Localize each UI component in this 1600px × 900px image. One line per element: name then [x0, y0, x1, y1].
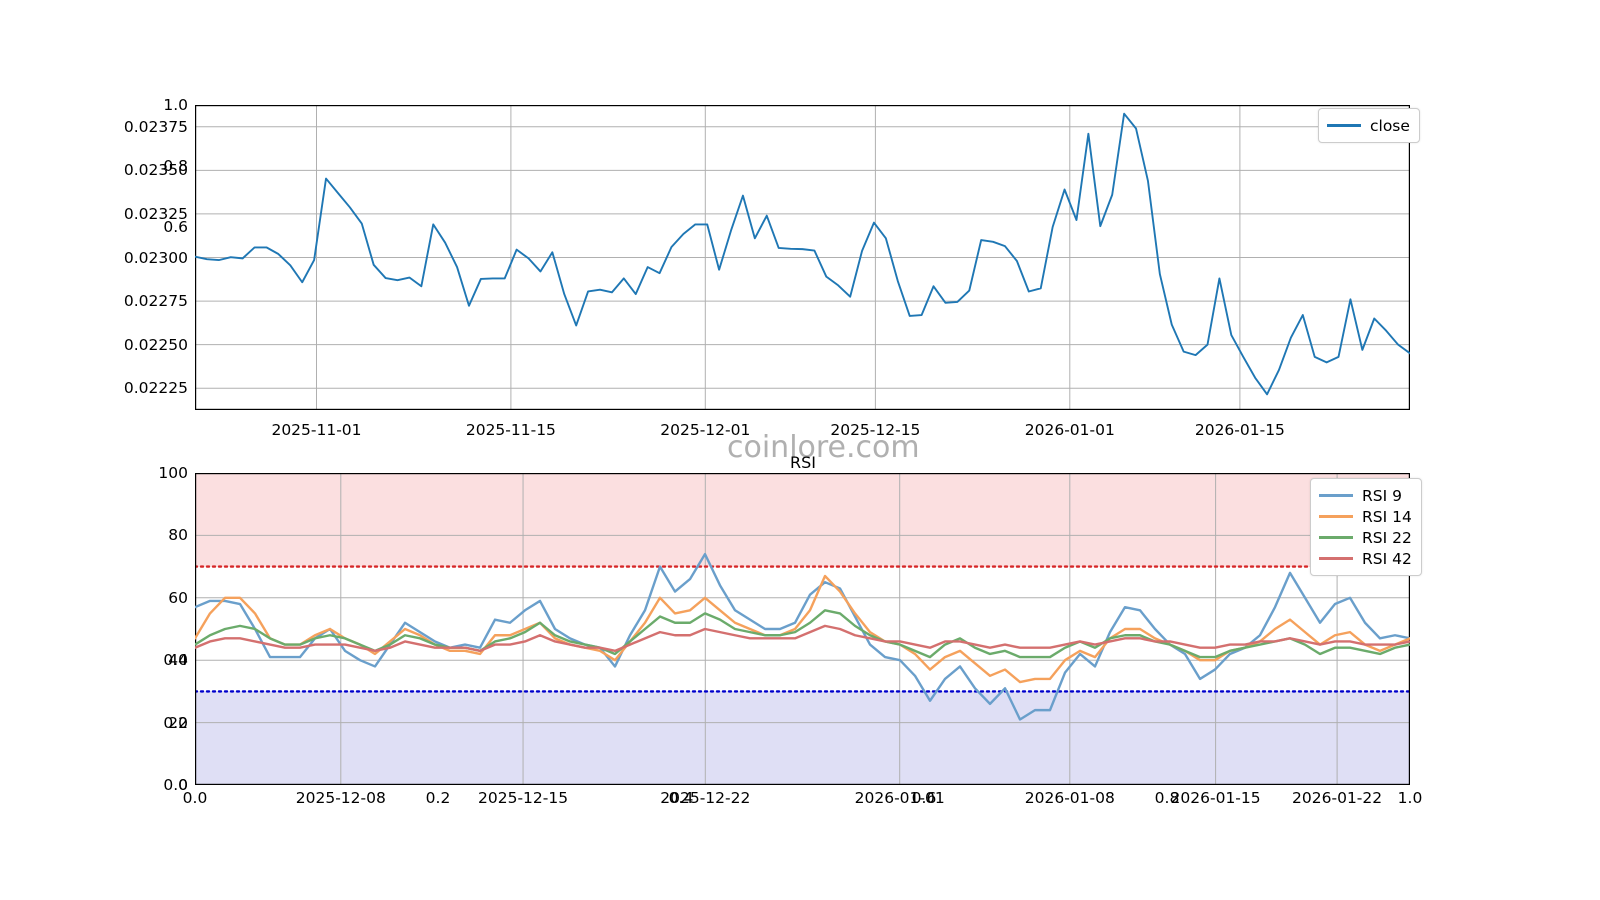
price-overlay-y-tick-1.0: 1.0	[163, 96, 188, 114]
legend-swatch-icon	[1319, 536, 1353, 539]
rsi-x-tick-2026-01-01: 2026-01-01	[854, 789, 945, 807]
price-overlay-y-tick-0.8: 0.8	[163, 157, 188, 175]
price-x-tick-2026-01-01: 2026-01-01	[1024, 421, 1115, 439]
price-y-tick-0.02275: 0.02275	[123, 292, 188, 311]
price-x-tick-2025-11-15: 2025-11-15	[465, 421, 556, 439]
rsi-y-tick-60: 60	[168, 588, 188, 607]
price-y-tick-0.02250: 0.02250	[123, 335, 188, 354]
rsi-y-tick-80: 80	[168, 526, 188, 545]
rsi-overlay-y-tick-0.0: 0.0	[163, 776, 188, 794]
price-chart-panel	[195, 105, 1410, 410]
legend-item-rsi-9[interactable]: RSI 9	[1319, 485, 1412, 506]
rsi-y-tick-20: 20	[168, 713, 188, 732]
rsi-overlay-y-tick-0.2: 0.2	[163, 713, 188, 732]
price-chart-legend: close	[1318, 108, 1420, 143]
rsi-chart-svg	[195, 473, 1410, 785]
rsi-y-tick-100: 100	[158, 464, 188, 482]
rsi-overlay-x-tick-0.8: 0.8	[1154, 789, 1180, 807]
rsi-y-tick-40: 40	[168, 651, 188, 670]
price-y-tick-0.02375: 0.02375	[123, 117, 188, 136]
rsi-overlay-x-tick-0.6: 0.6	[911, 789, 937, 807]
price-y-tick-0.02325: 0.02325	[123, 204, 188, 223]
legend-label: RSI 42	[1362, 549, 1412, 568]
legend-item-rsi-14[interactable]: RSI 14	[1319, 506, 1412, 527]
legend-swatch-icon	[1319, 557, 1353, 560]
rsi-overlay-y-tick-0.4: 0.4	[163, 651, 188, 670]
rsi-overlay-x-tick-0.0: 0.0	[182, 789, 208, 807]
watermark: coinlore.com	[727, 430, 920, 465]
legend-swatch-icon	[1319, 515, 1353, 518]
legend-item-rsi-22[interactable]: RSI 22	[1319, 527, 1412, 548]
rsi-x-tick-2025-12-08: 2025-12-08	[295, 789, 386, 807]
legend-item-close[interactable]: close	[1327, 115, 1410, 136]
price-y-tick-0.02225: 0.02225	[123, 379, 188, 398]
price-chart-svg	[195, 105, 1410, 410]
price-x-tick-2025-12-01: 2025-12-01	[660, 421, 751, 439]
price-x-tick-2025-12-15: 2025-12-15	[830, 421, 921, 439]
price-x-tick-2025-11-01: 2025-11-01	[271, 421, 362, 439]
legend-label: RSI 22	[1362, 528, 1412, 547]
rsi-x-tick-2026-01-22: 2026-01-22	[1292, 789, 1383, 807]
price-y-tick-0.02350: 0.02350	[123, 161, 188, 180]
legend-item-rsi-42[interactable]: RSI 42	[1319, 548, 1412, 569]
rsi-x-tick-2025-12-15: 2025-12-15	[478, 789, 569, 807]
legend-label: RSI 14	[1362, 507, 1412, 526]
legend-swatch-icon	[1327, 124, 1361, 127]
rsi-x-tick-2026-01-15: 2026-01-15	[1170, 789, 1261, 807]
rsi-overlay-x-tick-1.0: 1.0	[1397, 789, 1423, 807]
rsi-panel-title: RSI	[790, 453, 816, 472]
rsi-overlay-x-tick-0.2: 0.2	[425, 789, 451, 807]
rsi-overlay-x-tick-0.4: 0.4	[668, 789, 694, 807]
legend-label: RSI 9	[1362, 486, 1402, 505]
rsi-x-tick-2026-01-08: 2026-01-08	[1024, 789, 1115, 807]
price-x-tick-2026-01-15: 2026-01-15	[1194, 421, 1285, 439]
rsi-chart-legend: RSI 9 RSI 14 RSI 22 RSI 42	[1310, 478, 1422, 576]
legend-label: close	[1370, 116, 1410, 135]
legend-swatch-icon	[1319, 494, 1353, 497]
price-y-tick-0.02300: 0.02300	[123, 248, 188, 267]
rsi-y-tick-0: 0	[178, 776, 188, 794]
rsi-x-tick-2025-12-22: 2025-12-22	[660, 789, 751, 807]
price-overlay-y-tick-0.6: 0.6	[163, 218, 188, 236]
rsi-chart-panel	[195, 473, 1410, 785]
